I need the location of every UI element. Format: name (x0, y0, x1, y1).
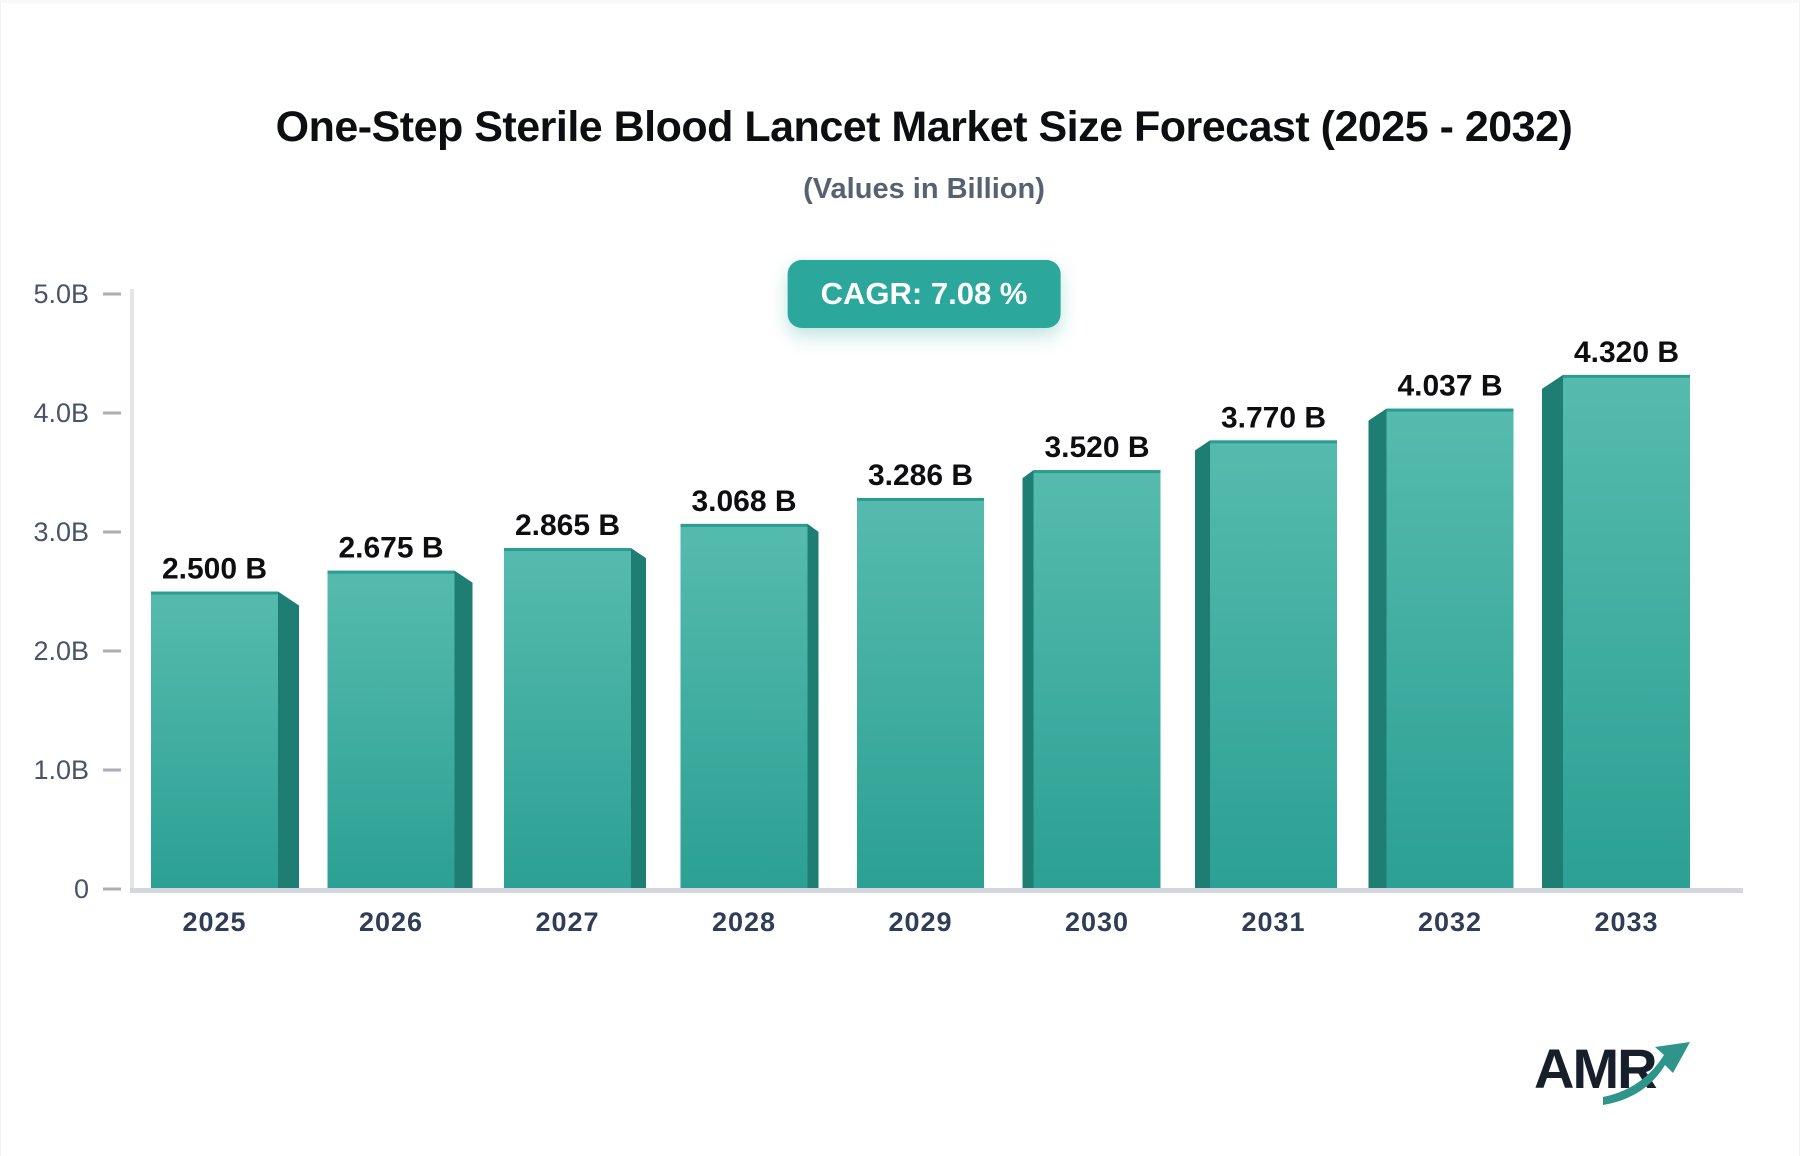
y-tick-label: 5.0B (33, 279, 89, 309)
bar-2027[interactable]: 2.865 B 2027 (504, 509, 646, 937)
bar-2028[interactable]: 3.068 B 2028 (680, 485, 819, 937)
bar-front-face (680, 523, 808, 891)
x-tick-label: 2026 (359, 907, 423, 937)
bar-side-face (278, 591, 299, 889)
bar-side-face (807, 523, 819, 889)
y-tick-mark (103, 292, 121, 296)
chart-subtitle: (Values in Billion) (803, 173, 1045, 205)
bar-top-edge (857, 497, 984, 501)
x-axis-line (130, 888, 1743, 893)
bar-side-face (1022, 470, 1034, 889)
bar-front-face (857, 497, 984, 891)
bar-top-edge (1210, 440, 1337, 444)
y-axis-line (130, 289, 134, 891)
bar-2029[interactable]: 3.286 B 2029 (857, 459, 984, 937)
bar-top-edge (327, 570, 455, 574)
bar-front-face (327, 570, 455, 891)
x-tick-label: 2030 (1065, 907, 1129, 937)
x-tick-label: 2031 (1241, 907, 1305, 937)
y-tick-mark (103, 768, 121, 772)
bar-2025[interactable]: 2.500 B 2025 (151, 553, 299, 938)
bar-top-edge (1386, 408, 1514, 412)
bar-front-face (1210, 440, 1337, 891)
bar-2026[interactable]: 2.675 B 2026 (327, 532, 473, 937)
x-tick-label: 2029 (888, 907, 952, 937)
bar-side-face (1368, 408, 1387, 889)
bar-side-face (631, 548, 646, 889)
y-tick-label: 4.0B (33, 398, 89, 428)
bar-value-label: 2.675 B (338, 532, 443, 565)
bar-front-face (504, 548, 631, 891)
bar-value-label: 3.770 B (1221, 401, 1326, 434)
bar-2030[interactable]: 3.520 B 2030 (1022, 431, 1161, 937)
bar-value-label: 2.500 B (162, 553, 267, 586)
bar-value-label: 4.037 B (1397, 370, 1502, 403)
bar-2033[interactable]: 4.320 B 2033 (1542, 336, 1690, 937)
x-tick-label: 2027 (535, 907, 599, 937)
bar-value-label: 2.865 B (515, 509, 620, 542)
bar-front-face (1386, 408, 1514, 891)
x-tick-label: 2033 (1594, 907, 1658, 937)
y-tick-label: 1.0B (33, 755, 89, 785)
bar-side-face (1195, 440, 1210, 889)
bar-top-edge (1563, 374, 1690, 378)
x-tick-label: 2032 (1418, 907, 1482, 937)
bar-2032[interactable]: 4.037 B 2032 (1368, 370, 1514, 937)
bar-top-edge (1033, 470, 1161, 474)
bar-top-edge (680, 523, 808, 527)
cagr-badge: CAGR: 7.08 % (787, 260, 1061, 328)
bar-side-face (1542, 374, 1563, 889)
y-tick-label: 2.0B (33, 636, 89, 666)
bar-top-edge (151, 591, 278, 595)
y-tick-mark (103, 411, 121, 415)
bar-front-face (1033, 470, 1161, 891)
chart-title: One-Step Sterile Blood Lancet Market Siz… (275, 103, 1573, 151)
y-tick-mark (103, 887, 121, 891)
bar-value-label: 3.286 B (868, 459, 973, 492)
x-tick-label: 2025 (182, 907, 246, 937)
bar-2031[interactable]: 3.770 B 2031 (1195, 401, 1337, 937)
logo-arrow-icon (1603, 1042, 1690, 1105)
y-tick-mark (103, 530, 121, 534)
bar-value-label: 3.068 B (691, 485, 796, 518)
x-tick-label: 2028 (712, 907, 776, 937)
bar-top-edge (504, 548, 631, 552)
bar-side-face (454, 570, 473, 889)
y-tick-label: 3.0B (33, 517, 89, 547)
bar-value-label: 4.320 B (1574, 336, 1679, 369)
bar-value-label: 3.520 B (1044, 431, 1149, 464)
bar-front-face (1563, 374, 1690, 891)
y-tick-label: 0 (74, 874, 89, 904)
y-tick-mark (103, 649, 121, 653)
bar-front-face (151, 591, 278, 891)
